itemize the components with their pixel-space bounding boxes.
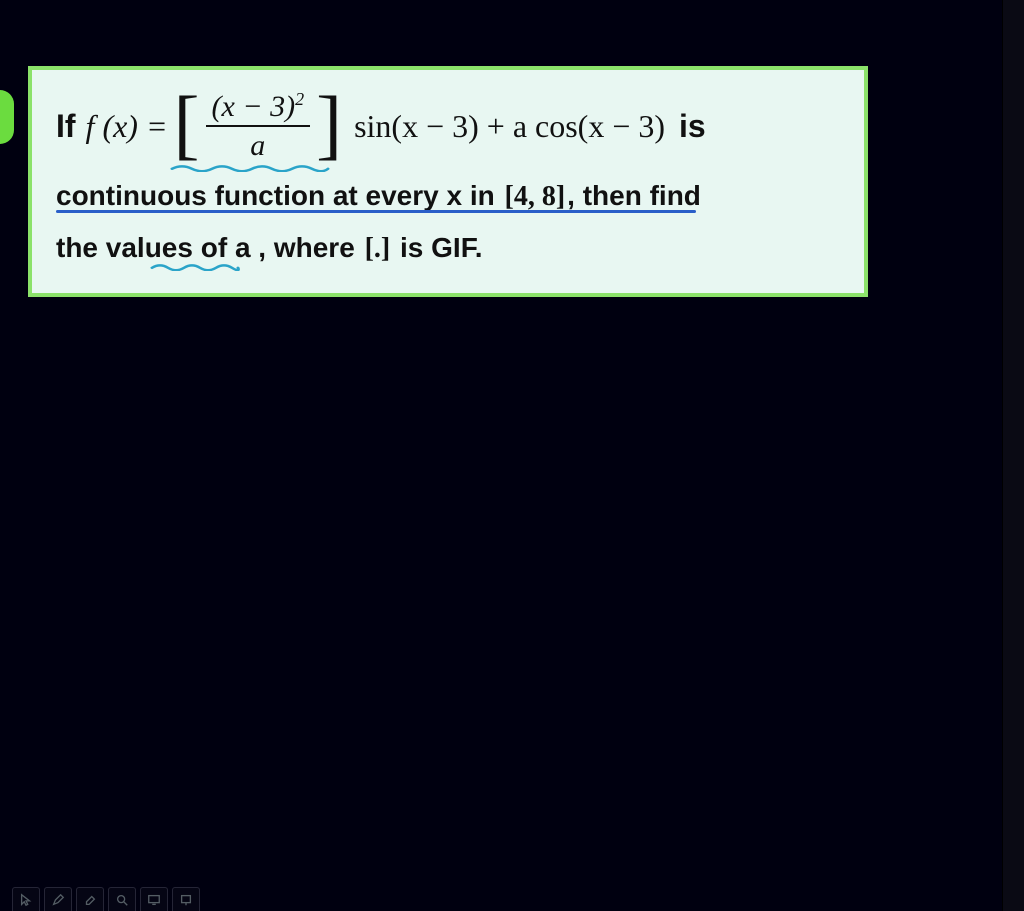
tool-eraser[interactable] [76, 887, 104, 911]
floor-bracket-group: [ (x − 3)2 a ] [174, 88, 343, 164]
text-the: the [56, 232, 98, 263]
trig-expression: sin(x − 3) + a cos(x − 3) [354, 108, 665, 145]
bottom-toolbar [12, 887, 200, 911]
tool-search[interactable] [108, 887, 136, 911]
numerator-exponent: 2 [295, 89, 304, 109]
tool-pen[interactable] [44, 887, 72, 911]
suffix-is: is [679, 108, 706, 145]
gif-bracket: [.] [365, 233, 391, 264]
left-bracket: [ [174, 93, 200, 155]
text-is-gif: is GIF. [400, 232, 482, 263]
text-values-of-a: values of a [106, 232, 251, 263]
values-of-a-wrap: values of a [106, 232, 259, 263]
fraction-numerator: (x − 3)2 [206, 90, 311, 127]
slide-tab-indicator [0, 90, 14, 144]
interval-48: [4, 8] [505, 181, 566, 212]
text-continuous: continuous function at every x in [56, 180, 495, 211]
tool-pin[interactable] [172, 887, 200, 911]
text-thenfind: , then find [567, 180, 701, 211]
text-where: , where [258, 232, 354, 263]
right-bracket: ] [316, 93, 342, 155]
tool-present[interactable] [140, 887, 168, 911]
question-line-3: the values of a , where [.] is GIF. [56, 226, 840, 270]
trig-text: sin(x − 3) + a cos(x − 3) [354, 108, 665, 144]
fraction-denominator: a [250, 127, 265, 162]
blue-underline [56, 210, 696, 213]
right-scrollbar [1002, 0, 1024, 911]
fraction: (x − 3)2 a [200, 88, 317, 164]
question-card: If f (x) = [ (x − 3)2 a ] sin(x − 3) + a… [28, 66, 868, 297]
squiggle-under-values [150, 263, 240, 271]
numerator-base: (x − 3) [212, 90, 296, 123]
func-lhs: f (x) = [86, 108, 168, 145]
prefix-if: If [56, 108, 76, 145]
tool-cursor[interactable] [12, 887, 40, 911]
equation-line: If f (x) = [ (x − 3)2 a ] sin(x − 3) + a… [56, 88, 840, 164]
question-line-2: continuous function at every x in [4, 8]… [56, 174, 840, 218]
